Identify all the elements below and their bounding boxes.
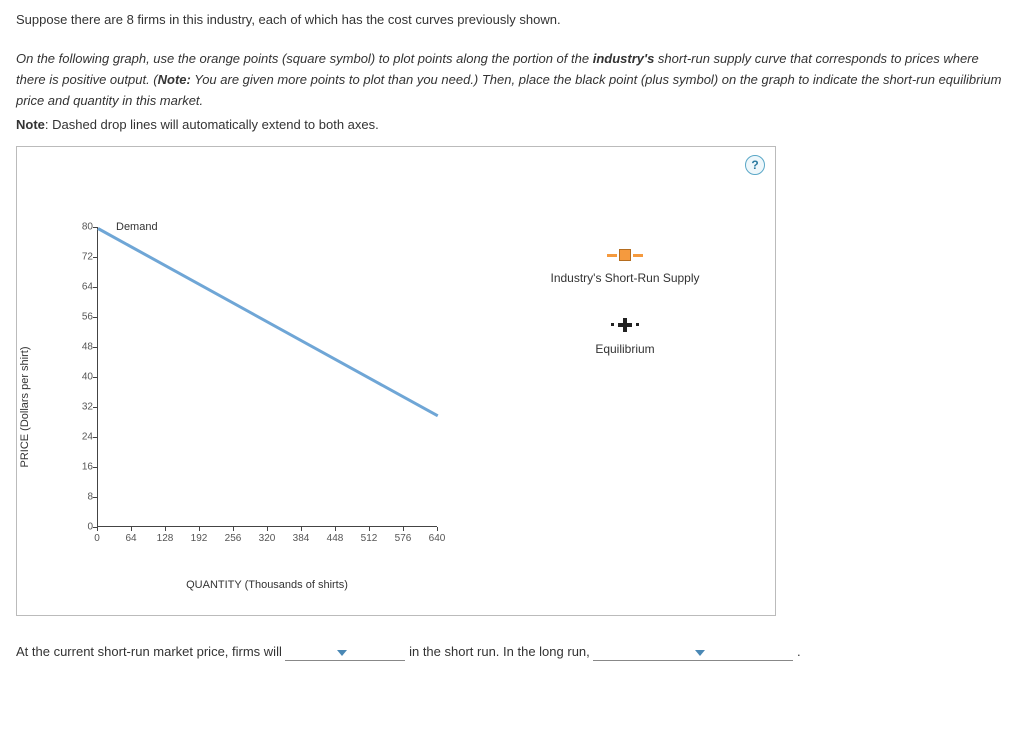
help-icon[interactable]: ? <box>745 155 765 175</box>
y-tick-label: 72 <box>73 252 93 263</box>
demand-curve <box>97 228 438 418</box>
x-tick-label: 64 <box>125 533 136 544</box>
chart-area[interactable]: PRICE (Dollars per shirt) Demand 0816243… <box>37 227 477 587</box>
legend-equilibrium[interactable]: Equilibrium <box>515 317 735 356</box>
x-tick-label: 384 <box>293 533 310 544</box>
y-tick-label: 40 <box>73 372 93 383</box>
x-tick-label: 128 <box>157 533 174 544</box>
chevron-down-icon <box>695 650 705 656</box>
note-text: : Dashed drop lines will automatically e… <box>45 117 379 132</box>
square-icon <box>607 249 643 261</box>
note-label: Note <box>16 117 45 132</box>
y-tick-label: 64 <box>73 282 93 293</box>
demand-label: Demand <box>116 221 158 233</box>
legend-supply[interactable]: Industry's Short-Run Supply <box>515 247 735 285</box>
x-tick-label: 320 <box>259 533 276 544</box>
note-line: Note: Dashed drop lines will automatical… <box>16 117 1008 132</box>
sentence-seg: At the current short-run market price, f… <box>16 644 285 659</box>
instructions-text: On the following graph, use the orange p… <box>16 49 1008 111</box>
sentence-seg: . <box>797 644 801 659</box>
y-tick-label: 16 <box>73 462 93 473</box>
y-tick-label: 24 <box>73 432 93 443</box>
sentence-seg: in the short run. In the long run, <box>409 644 593 659</box>
y-tick-label: 56 <box>73 312 93 323</box>
legend: Industry's Short-Run Supply Equilibrium <box>515 247 735 388</box>
y-tick-label: 48 <box>73 342 93 353</box>
legend-supply-label: Industry's Short-Run Supply <box>515 271 735 285</box>
x-axis-label: QUANTITY (Thousands of shirts) <box>186 579 348 591</box>
fill-in-sentence: At the current short-run market price, f… <box>16 644 1008 661</box>
y-axis-label: PRICE (Dollars per shirt) <box>19 347 31 468</box>
y-tick-label: 80 <box>73 222 93 233</box>
instr-bold-industry: industry's <box>593 51 655 66</box>
x-tick-label: 256 <box>225 533 242 544</box>
instr-seg: On the following graph, use the orange p… <box>16 51 593 66</box>
plot-area[interactable]: Demand <box>97 227 437 527</box>
x-tick-label: 576 <box>395 533 412 544</box>
chevron-down-icon <box>337 650 347 656</box>
dropdown-shortrun[interactable] <box>285 644 405 661</box>
graph-panel[interactable]: ? PRICE (Dollars per shirt) Demand 0 8 16 2… <box>16 146 776 616</box>
y-tick-label: 8 <box>73 492 93 503</box>
legend-equilibrium-label: Equilibrium <box>515 342 735 356</box>
x-tick-label: 192 <box>191 533 208 544</box>
x-tick-label: 0 <box>94 533 100 544</box>
dropdown-longrun[interactable] <box>593 644 793 661</box>
x-tick-label: 640 <box>429 533 446 544</box>
intro-text: Suppose there are 8 firms in this indust… <box>16 12 1008 27</box>
y-tick-label: 0 <box>73 522 93 533</box>
instr-bold-note: Note: <box>158 72 191 87</box>
x-tick-label: 448 <box>327 533 344 544</box>
y-tick-label: 32 <box>73 402 93 413</box>
plus-icon <box>607 318 643 332</box>
x-tick-label: 512 <box>361 533 378 544</box>
